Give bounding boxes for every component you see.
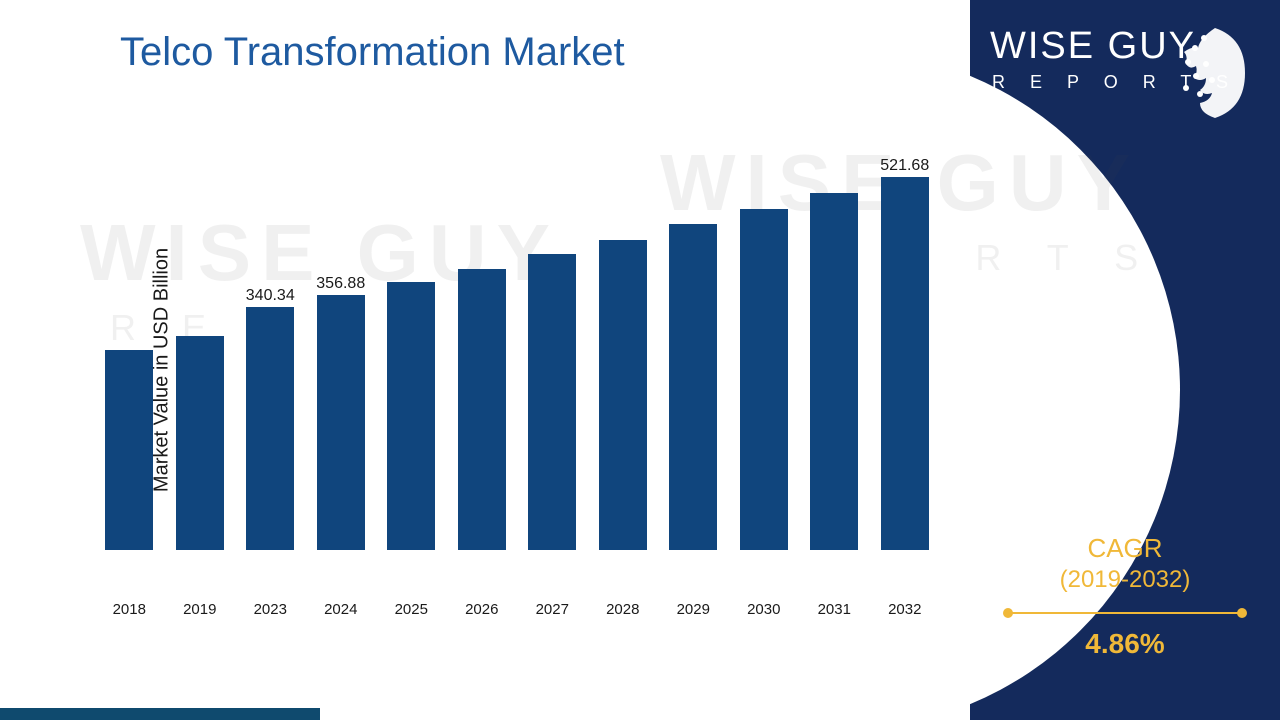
bar [669, 224, 717, 550]
bar-column [376, 262, 446, 550]
brand-line1: WISE GUY [990, 25, 1196, 67]
bar-value-label: 340.34 [246, 287, 295, 305]
bar [881, 177, 929, 550]
bar-column: 356.88 [306, 275, 376, 550]
cagr-range: (2019-2032) [1000, 566, 1250, 594]
cagr-title: CAGR [1000, 533, 1250, 564]
chart-area: Market Value in USD Billion 340.34356.88… [40, 150, 940, 590]
x-tick-label: 2019 [165, 601, 235, 618]
bar [246, 307, 294, 550]
brand-logo: WISE GUY R E P O R T S [990, 18, 1250, 128]
x-tick-label: 2026 [447, 601, 517, 618]
bar [105, 350, 153, 550]
bar-value-label: 521.68 [880, 157, 929, 175]
x-tick-label: 2023 [235, 601, 305, 618]
x-tick-label: 2018 [94, 601, 164, 618]
bar-column [517, 234, 587, 550]
bar [387, 282, 435, 550]
x-tick-label: 2028 [588, 601, 658, 618]
bar [599, 240, 647, 550]
chart-title: Telco Transformation Market [120, 30, 625, 75]
infographic-stage: WISE GUY R E P O R T S WISE GUY R E P O … [0, 0, 1280, 720]
footer-accent-bar [0, 708, 320, 720]
cagr-box: CAGR (2019-2032) 4.86% [1000, 533, 1250, 660]
bar-column: 340.34 [235, 287, 305, 550]
bar [458, 269, 506, 550]
bar-column [588, 220, 658, 550]
x-tick-label: 2031 [799, 601, 869, 618]
bar-value-label: 356.88 [316, 275, 365, 293]
bar [317, 295, 365, 550]
bar-column [729, 189, 799, 550]
x-tick-label: 2027 [517, 601, 587, 618]
x-axis-labels: 2018201920232024202520262027202820292030… [94, 601, 940, 618]
bar-column [165, 316, 235, 550]
x-tick-label: 2024 [306, 601, 376, 618]
bar [740, 209, 788, 550]
x-tick-label: 2029 [658, 601, 728, 618]
bar-column [447, 249, 517, 550]
plot-area: 340.34 356.88 521.68 [94, 150, 940, 550]
bars-container: 340.34 356.88 521.68 [94, 150, 940, 550]
bar [176, 336, 224, 550]
x-tick-label: 2032 [870, 601, 940, 618]
x-tick-label: 2030 [729, 601, 799, 618]
bar-column [94, 330, 164, 550]
bar-column [799, 173, 869, 550]
cagr-value: 4.86% [1000, 628, 1250, 660]
bar-column [658, 204, 728, 550]
bar [810, 193, 858, 550]
cagr-divider [1008, 612, 1242, 614]
x-tick-label: 2025 [376, 601, 446, 618]
bar-column: 521.68 [870, 157, 940, 550]
bar [528, 254, 576, 550]
